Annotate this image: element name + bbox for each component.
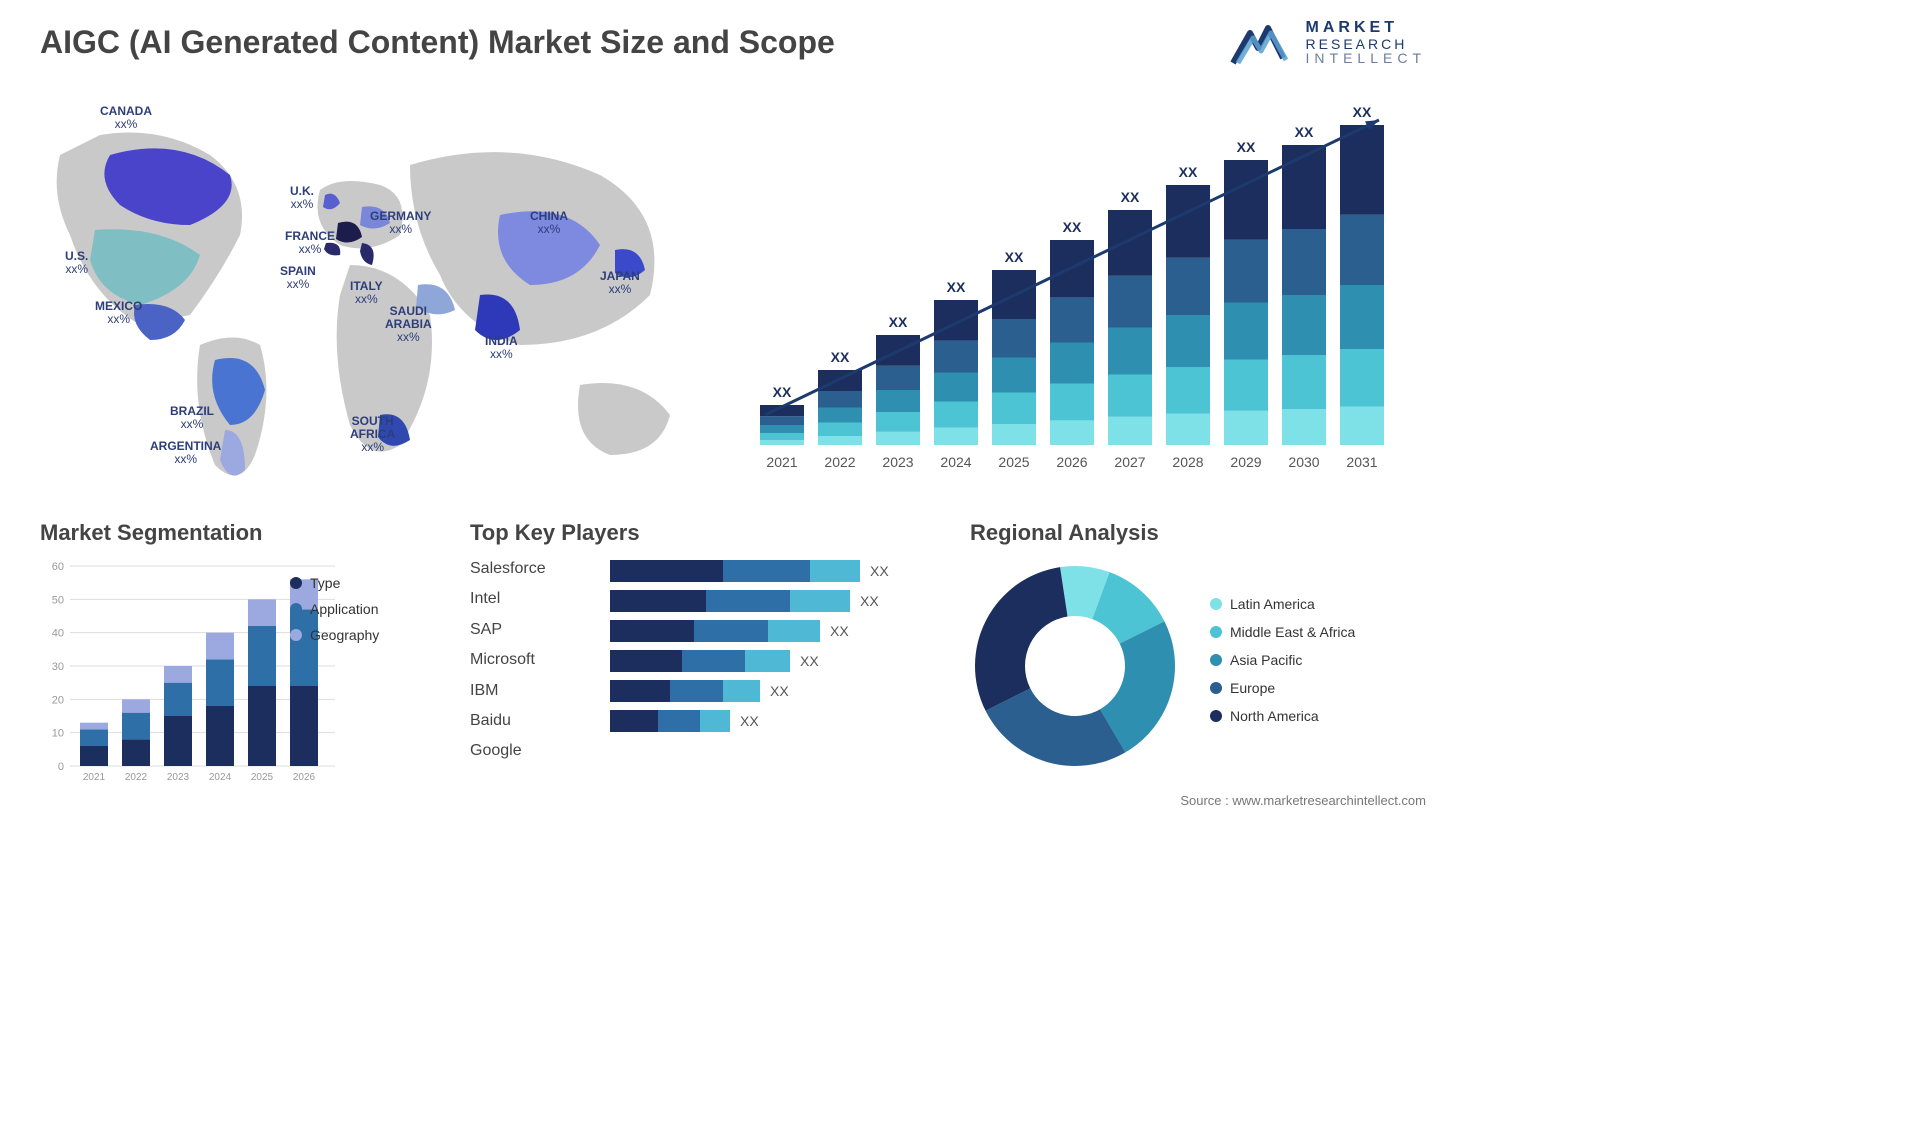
map-label: CANADAxx% <box>100 105 152 131</box>
svg-text:2021: 2021 <box>766 454 797 470</box>
svg-text:2030: 2030 <box>1288 454 1319 470</box>
player-name: IBM <box>470 676 590 706</box>
player-name: Microsoft <box>470 645 590 675</box>
regional-title: Regional Analysis <box>970 520 1420 546</box>
player-bar-row: XX <box>610 680 960 702</box>
player-bar-row: XX <box>610 590 960 612</box>
svg-text:XX: XX <box>1237 139 1256 155</box>
map-label: SAUDIARABIAxx% <box>385 305 432 345</box>
logo-text-3: INTELLECT <box>1306 51 1426 66</box>
svg-text:50: 50 <box>52 594 64 606</box>
regional-donut <box>970 561 1180 771</box>
page-title: AIGC (AI Generated Content) Market Size … <box>40 24 835 61</box>
segmentation-title: Market Segmentation <box>40 520 440 546</box>
player-name: Intel <box>470 584 590 614</box>
svg-text:2024: 2024 <box>940 454 971 470</box>
source-text: Source : www.marketresearchintellect.com <box>1180 793 1426 808</box>
legend-row: Type <box>290 575 379 591</box>
map-label: U.S.xx% <box>65 250 88 276</box>
brand-logo: MARKET RESEARCH INTELLECT <box>1228 18 1426 68</box>
map-label: U.K.xx% <box>290 185 314 211</box>
player-bar-row: XX <box>610 650 960 672</box>
map-label: ITALYxx% <box>350 280 383 306</box>
svg-text:2024: 2024 <box>209 772 232 783</box>
player-bar-row: XX <box>610 710 960 732</box>
legend-row: North America <box>1210 708 1355 724</box>
svg-text:30: 30 <box>52 661 64 673</box>
svg-text:2029: 2029 <box>1230 454 1261 470</box>
player-name: SAP <box>470 615 590 645</box>
svg-text:XX: XX <box>1353 104 1372 120</box>
svg-text:2026: 2026 <box>293 772 316 783</box>
svg-text:2028: 2028 <box>1172 454 1203 470</box>
legend-row: Geography <box>290 627 379 643</box>
map-label: FRANCExx% <box>285 230 335 256</box>
svg-text:40: 40 <box>52 628 64 640</box>
logo-text-2: RESEARCH <box>1306 37 1426 52</box>
legend-row: Asia Pacific <box>1210 652 1355 668</box>
svg-text:2022: 2022 <box>125 772 148 783</box>
segmentation-section: Market Segmentation 0 10 20 30 40 50 60 2021 202… <box>40 520 440 786</box>
svg-text:2027: 2027 <box>1114 454 1145 470</box>
svg-text:2026: 2026 <box>1056 454 1087 470</box>
map-label: INDIAxx% <box>485 335 518 361</box>
map-label: CHINAxx% <box>530 210 568 236</box>
svg-text:2031: 2031 <box>1346 454 1377 470</box>
map-label: MEXICOxx% <box>95 300 142 326</box>
svg-text:2023: 2023 <box>167 772 190 783</box>
player-name: Salesforce <box>470 554 590 584</box>
regional-section: Regional Analysis Latin America Middle Ea… <box>970 520 1420 771</box>
legend-row: Application <box>290 601 379 617</box>
svg-text:20: 20 <box>52 694 64 706</box>
svg-text:XX: XX <box>1121 189 1140 205</box>
svg-text:XX: XX <box>947 279 966 295</box>
svg-text:XX: XX <box>773 384 792 400</box>
svg-text:0: 0 <box>58 761 64 773</box>
svg-text:XX: XX <box>1179 164 1198 180</box>
svg-text:XX: XX <box>1295 124 1314 140</box>
players-bars: XX XX XX XX XX XX <box>610 560 960 740</box>
player-bar-row: XX <box>610 620 960 642</box>
regional-legend: Latin America Middle East & Africa Asia Pa… <box>1210 596 1355 736</box>
players-title: Top Key Players <box>470 520 950 546</box>
map-label: GERMANYxx% <box>370 210 431 236</box>
players-list: SalesforceIntelSAPMicrosoftIBMBaiduGoogl… <box>470 554 590 767</box>
player-bar-row: XX <box>610 560 960 582</box>
svg-text:XX: XX <box>831 349 850 365</box>
growth-bar-chart: XX 2021 XX 2022 XX 2023 XX 2024 XX 2025 XX 2026 XX 20… <box>740 95 1420 485</box>
player-name: Baidu <box>470 706 590 736</box>
svg-text:2021: 2021 <box>83 772 106 783</box>
legend-row: Europe <box>1210 680 1355 696</box>
svg-text:2022: 2022 <box>824 454 855 470</box>
svg-text:60: 60 <box>52 561 64 573</box>
map-label: BRAZILxx% <box>170 405 214 431</box>
legend-row: Middle East & Africa <box>1210 624 1355 640</box>
svg-text:2023: 2023 <box>882 454 913 470</box>
map-label: JAPANxx% <box>600 270 640 296</box>
legend-row: Latin America <box>1210 596 1355 612</box>
logo-text-1: MARKET <box>1306 20 1426 37</box>
svg-text:2025: 2025 <box>998 454 1029 470</box>
svg-text:10: 10 <box>52 728 64 740</box>
player-name: Google <box>470 736 590 766</box>
map-label: ARGENTINAxx% <box>150 440 221 466</box>
logo-mark-icon <box>1228 18 1298 68</box>
segmentation-legend: Type Application Geography <box>290 575 379 653</box>
map-label: SPAINxx% <box>280 265 316 291</box>
svg-text:2025: 2025 <box>251 772 274 783</box>
svg-text:XX: XX <box>1063 219 1082 235</box>
svg-text:XX: XX <box>1005 249 1024 265</box>
map-label: SOUTHAFRICAxx% <box>350 415 395 455</box>
svg-text:XX: XX <box>889 314 908 330</box>
world-map: CANADAxx% U.S.xx% MEXICOxx% BRAZILxx% ARGENT… <box>40 95 700 495</box>
